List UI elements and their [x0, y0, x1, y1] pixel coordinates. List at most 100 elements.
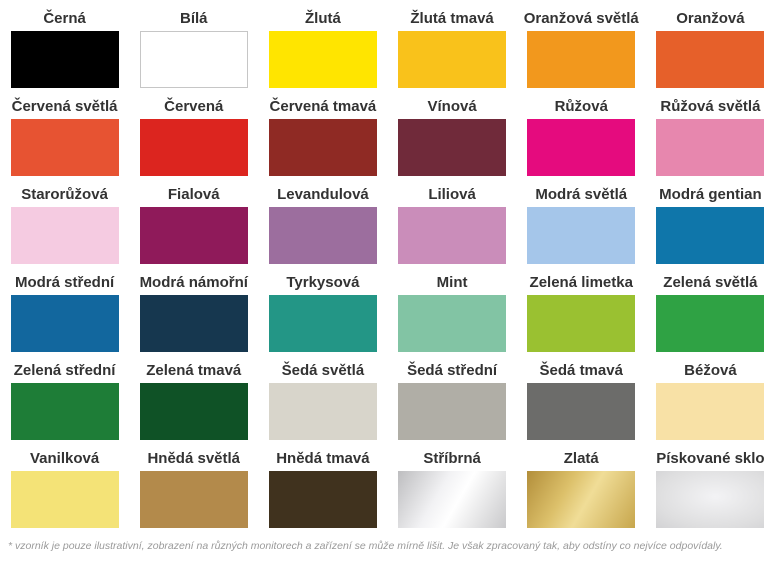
swatch-cell: Šedá tmavá [517, 352, 646, 440]
swatch-cell: Zelená limetka [517, 264, 646, 352]
color-swatch [656, 471, 765, 528]
swatch-label: Zelená střední [13, 362, 116, 379]
swatch-label: Starorůžová [21, 186, 108, 203]
color-swatch [527, 31, 636, 88]
color-swatch [656, 31, 765, 88]
swatch-cell: Vínová [388, 88, 517, 176]
swatch-label: Černá [43, 10, 86, 27]
color-swatch [10, 207, 119, 264]
color-swatch [398, 383, 507, 440]
swatch-cell: Modrá gentian [646, 176, 775, 264]
color-swatch [398, 31, 507, 88]
swatch-label: Modrá gentian [659, 186, 762, 203]
swatch-label: Modrá světlá [535, 186, 628, 203]
swatch-label: Oranžová světlá [523, 10, 639, 27]
swatch-cell: Béžová [646, 352, 775, 440]
swatch-cell: Oranžová světlá [517, 0, 646, 88]
color-swatch [527, 207, 636, 264]
swatch-cell: Modrá námořní [129, 264, 258, 352]
swatch-label: Zelená tmavá [146, 362, 242, 379]
color-swatch [398, 471, 507, 528]
swatch-cell: Pískované sklo [646, 440, 775, 528]
color-swatch [398, 295, 507, 352]
swatch-cell: Oranžová [646, 0, 775, 88]
swatch-cell: Modrá střední [0, 264, 129, 352]
swatch-cell: Modrá světlá [517, 176, 646, 264]
color-swatch [10, 383, 119, 440]
color-swatch [268, 207, 377, 264]
swatch-label: Šedá střední [407, 362, 498, 379]
swatch-cell: Černá [0, 0, 129, 88]
swatch-label: Červená [164, 98, 224, 115]
color-swatch [139, 207, 248, 264]
disclaimer-note: * vzorník je pouze ilustrativní, zobraze… [8, 540, 723, 552]
swatch-label: Hnědá tmavá [276, 450, 370, 467]
swatch-label: Vanilková [29, 450, 100, 467]
swatch-cell: Fialová [129, 176, 258, 264]
swatch-cell: Vanilková [0, 440, 129, 528]
swatch-label: Fialová [167, 186, 220, 203]
swatch-label: Zlatá [563, 450, 599, 467]
swatch-label: Liliová [428, 186, 476, 203]
swatch-cell: Bílá [129, 0, 258, 88]
swatch-cell: Stříbrná [388, 440, 517, 528]
swatch-cell: Žlutá tmavá [388, 0, 517, 88]
swatch-label: Růžová světlá [660, 98, 761, 115]
swatch-label: Růžová [554, 98, 608, 115]
swatch-cell: Červená tmavá [258, 88, 387, 176]
swatch-label: Červená světlá [11, 98, 118, 115]
color-swatch [139, 119, 248, 176]
swatch-label: Tyrkysová [286, 274, 360, 291]
swatch-label: Vínová [427, 98, 477, 115]
swatch-label: Šedá světlá [281, 362, 365, 379]
swatch-cell: Tyrkysová [258, 264, 387, 352]
swatch-cell: Mint [388, 264, 517, 352]
color-swatch [139, 383, 248, 440]
swatch-cell: Zelená tmavá [129, 352, 258, 440]
color-swatch [139, 471, 248, 528]
color-swatch [527, 471, 636, 528]
swatch-label: Modrá námořní [139, 274, 248, 291]
swatch-label: Béžová [684, 362, 737, 379]
swatch-label: Zelená světlá [663, 274, 758, 291]
swatch-label: Zelená limetka [529, 274, 633, 291]
swatch-cell: Hnědá tmavá [258, 440, 387, 528]
swatch-cell: Levandulová [258, 176, 387, 264]
swatch-label: Mint [436, 274, 468, 291]
swatch-cell: Žlutá [258, 0, 387, 88]
color-swatch [656, 207, 765, 264]
color-swatch [268, 383, 377, 440]
swatch-cell: Starorůžová [0, 176, 129, 264]
swatch-label: Hnědá světlá [147, 450, 241, 467]
color-swatch [527, 295, 636, 352]
swatch-cell: Růžová [517, 88, 646, 176]
swatch-label: Žlutá tmavá [410, 10, 494, 27]
swatch-label: Modrá střední [14, 274, 115, 291]
color-swatch [527, 119, 636, 176]
color-swatch [10, 471, 119, 528]
swatch-label: Žlutá [304, 10, 341, 27]
color-swatch [398, 119, 507, 176]
swatch-cell: Hnědá světlá [129, 440, 258, 528]
color-swatch [10, 31, 119, 88]
color-swatch [268, 31, 377, 88]
color-swatch [656, 383, 765, 440]
swatch-label: Bílá [179, 10, 208, 27]
swatch-label: Šedá tmavá [539, 362, 623, 379]
color-swatch [656, 295, 765, 352]
swatch-label: Stříbrná [423, 450, 481, 467]
swatch-cell: Zelená střední [0, 352, 129, 440]
swatch-cell: Červená světlá [0, 88, 129, 176]
color-swatch [139, 31, 248, 88]
color-swatch [398, 207, 507, 264]
color-swatch [139, 295, 248, 352]
color-swatch [656, 119, 765, 176]
swatch-label: Červená tmavá [269, 98, 377, 115]
swatch-cell: Růžová světlá [646, 88, 775, 176]
swatch-cell: Červená [129, 88, 258, 176]
swatch-label: Oranžová [676, 10, 745, 27]
swatch-cell: Zlatá [517, 440, 646, 528]
color-swatch [527, 383, 636, 440]
swatch-cell: Šedá světlá [258, 352, 387, 440]
color-grid: Černá Bílá Žlutá Žlutá tmavá Oranžová světlá… [0, 0, 775, 528]
